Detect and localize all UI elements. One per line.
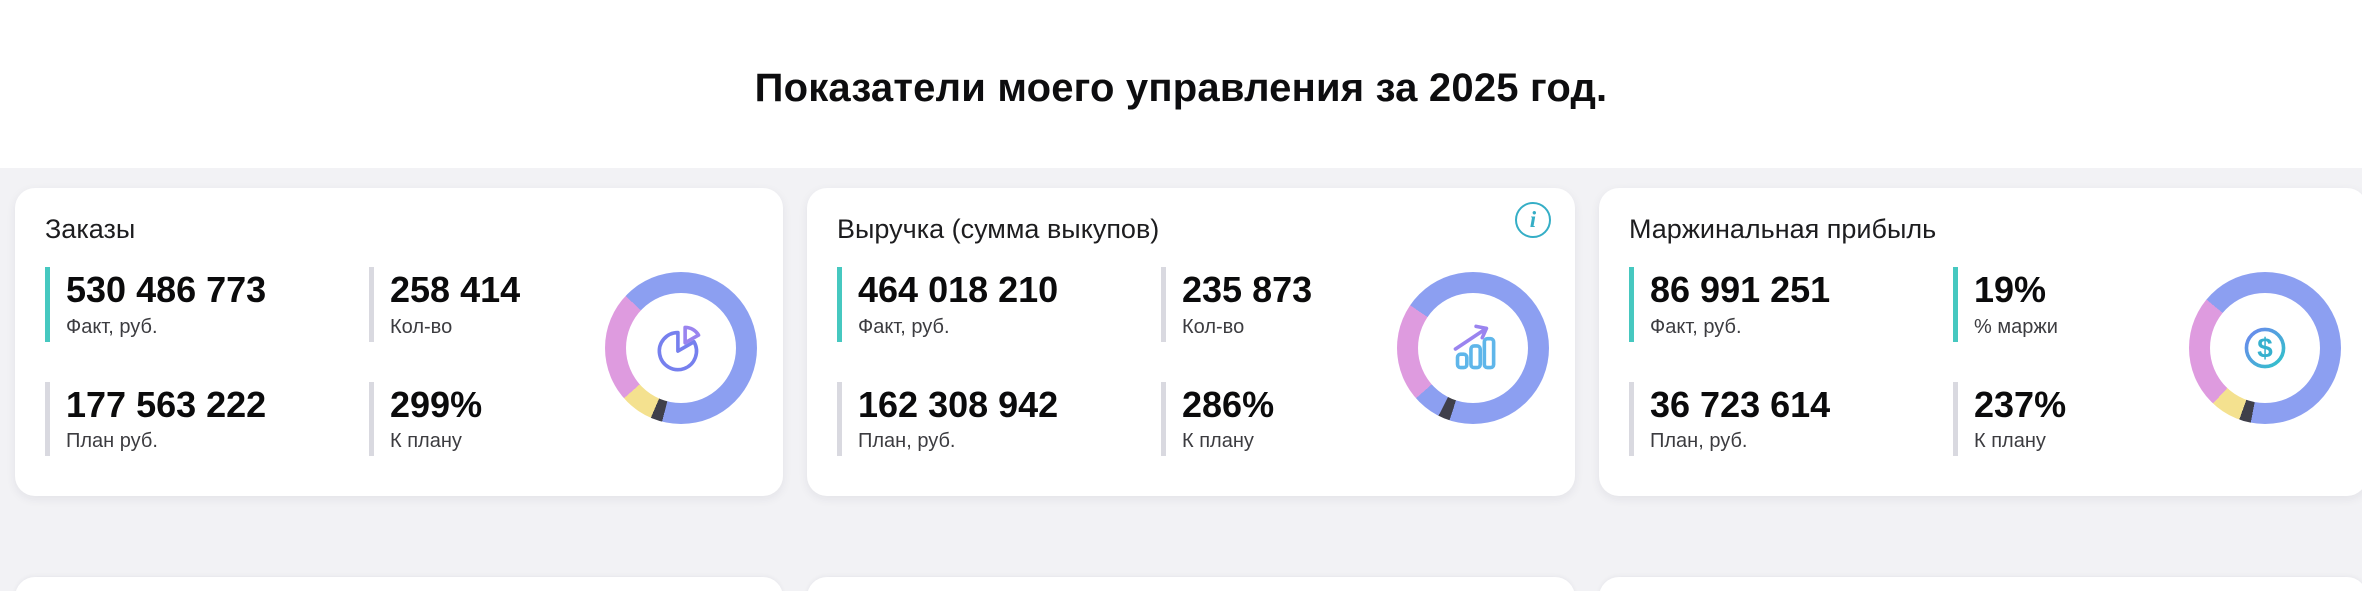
- metric-label: План, руб.: [858, 430, 956, 453]
- page-title: Показатели моего управления за 2025 год.: [754, 66, 1608, 110]
- metric-label: К плану: [1182, 430, 1254, 453]
- metric-plan-rub: 36 723 614 План, руб.: [1629, 381, 1953, 457]
- metric-margin-percent: 19% % маржи: [1953, 267, 2193, 342]
- metric-value: 258 414: [390, 269, 521, 310]
- metric-label: К плану: [1974, 430, 2046, 453]
- next-row-card-partial: [807, 577, 1575, 591]
- metric-label: % маржи: [1974, 315, 2058, 338]
- card-title: Выручка (сумма выкупов): [837, 214, 1160, 244]
- metric-plan-rub: 177 563 222 План руб.: [45, 381, 369, 457]
- next-row-card-partial: [1599, 577, 2362, 591]
- growth-chart-icon: [1453, 324, 1496, 370]
- metric-label: План руб.: [66, 430, 158, 453]
- svg-text:$: $: [2257, 332, 2273, 363]
- donut-hole: [1418, 293, 1528, 403]
- metric-value: 235 873: [1182, 269, 1313, 310]
- card-margin-profit: Маржинальная прибыль 86 991 251 Факт, ру…: [1599, 188, 2362, 496]
- metric-value: 19%: [1974, 269, 2047, 310]
- metrics-grid: 530 486 773 Факт, руб. 258 414 Кол-во 17…: [45, 267, 753, 457]
- metric-label: Факт, руб.: [858, 315, 950, 338]
- metric-count: 235 873 Кол-во: [1161, 267, 1401, 342]
- donut-chart-revenue: [1397, 272, 1549, 424]
- metric-value: 464 018 210: [858, 269, 1059, 310]
- metric-to-plan: 299% К плану: [369, 381, 609, 457]
- donut-chart-orders: [605, 272, 757, 424]
- donut-hole: [626, 293, 736, 403]
- metrics-grid: 86 991 251 Факт, руб. 19% % маржи 36 723…: [1629, 267, 2337, 457]
- metrics-grid: 464 018 210 Факт, руб. 235 873 Кол-во 16…: [837, 267, 1545, 457]
- metric-fact-rub: 530 486 773 Факт, руб.: [45, 267, 369, 342]
- metric-label: Факт, руб.: [66, 315, 158, 338]
- metric-to-plan: 237% К плану: [1953, 381, 2193, 457]
- dollar-icon: $: [2244, 327, 2286, 369]
- metric-label: Факт, руб.: [1650, 315, 1742, 338]
- metric-label: Кол-во: [1182, 315, 1245, 338]
- metric-to-plan: 286% К плану: [1161, 381, 1401, 457]
- metric-value: 237%: [1974, 383, 2067, 425]
- metric-fact-rub: 86 991 251 Факт, руб.: [1629, 267, 1953, 342]
- metric-value: 36 723 614: [1650, 383, 1831, 425]
- donut-hole: $: [2210, 293, 2320, 403]
- metric-value: 162 308 942: [858, 383, 1059, 425]
- metric-count: 258 414 Кол-во: [369, 267, 609, 342]
- next-row-cards: [15, 577, 2362, 591]
- card-title: Заказы: [45, 214, 136, 244]
- metric-value: 299%: [390, 383, 483, 425]
- metric-value: 86 991 251: [1650, 269, 1831, 310]
- info-icon[interactable]: i: [1515, 202, 1551, 238]
- metric-plan-rub: 162 308 942 План, руб.: [837, 381, 1161, 457]
- kpi-cards-row: Заказы 530 486 773 Факт, руб. 258 414 Ко…: [15, 188, 2362, 496]
- card-title: Маржинальная прибыль: [1629, 214, 1937, 244]
- metric-label: К плану: [390, 430, 462, 453]
- metric-value: 286%: [1182, 383, 1275, 425]
- metric-label: План, руб.: [1650, 430, 1748, 453]
- metric-value: 530 486 773: [66, 269, 267, 310]
- metric-value: 177 563 222: [66, 383, 267, 425]
- next-row-card-partial: [15, 577, 783, 591]
- donut-chart-margin: $: [2189, 272, 2341, 424]
- metric-label: Кол-во: [390, 315, 453, 338]
- card-revenue: Выручка (сумма выкупов) i 464 018 210 Фа…: [807, 188, 1575, 496]
- metric-fact-rub: 464 018 210 Факт, руб.: [837, 267, 1161, 342]
- pie-chart-icon: [657, 325, 701, 372]
- card-orders: Заказы 530 486 773 Факт, руб. 258 414 Ко…: [15, 188, 783, 496]
